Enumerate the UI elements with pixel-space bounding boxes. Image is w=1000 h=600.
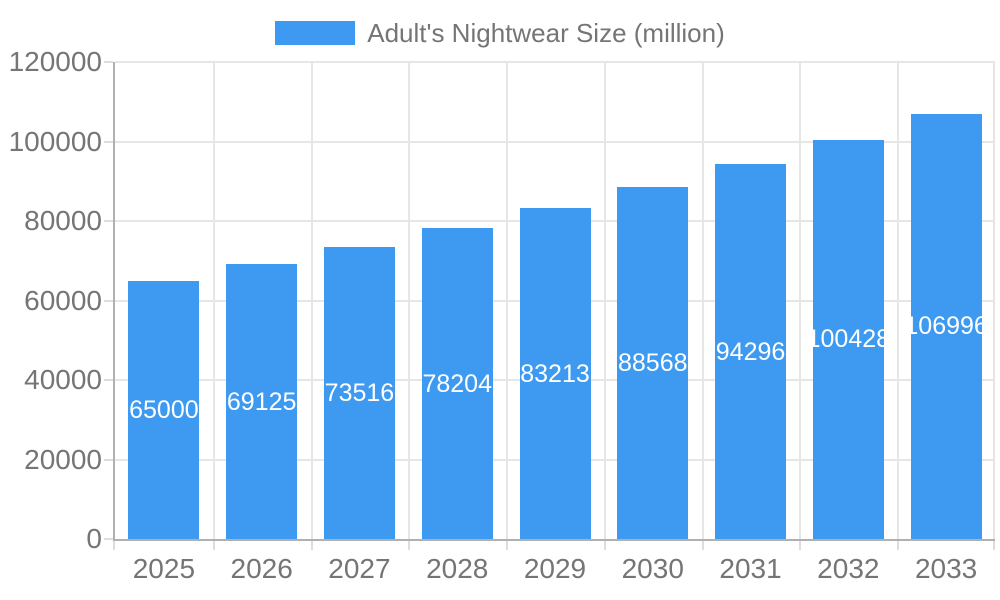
- gridline-vertical: [310, 62, 313, 539]
- gridline-vertical: [897, 62, 900, 539]
- x-axis-tick: [310, 541, 313, 550]
- y-axis-tick-label: 40000: [24, 364, 102, 395]
- y-axis-tick: [104, 220, 113, 222]
- gridline-horizontal: [115, 61, 995, 63]
- x-axis-tick: [113, 541, 115, 550]
- gridline-vertical: [603, 62, 606, 539]
- bar-value-label: 73516: [324, 378, 395, 407]
- x-axis-tick: [603, 541, 606, 550]
- y-axis-tick: [104, 140, 113, 143]
- y-axis-tick: [104, 61, 113, 63]
- gridline-vertical: [701, 62, 704, 539]
- x-axis-tick: [993, 541, 995, 550]
- bar-value-label: 106996: [904, 312, 988, 341]
- gridline-vertical: [993, 62, 995, 539]
- bar-value-label: 100428: [806, 325, 891, 354]
- x-axis-tick-label: 2029: [523, 553, 587, 584]
- plot-area: 0 20000 40000 60000 80000 100000 120000 65000 20…: [9, 48, 995, 584]
- y-axis-tick: [104, 379, 113, 381]
- y-axis-tick-label: 20000: [24, 443, 102, 475]
- y-axis-tick-label: 60000: [24, 284, 102, 316]
- x-axis-tick-label: 2030: [621, 553, 684, 584]
- x-axis-tick: [897, 541, 900, 550]
- gridline-vertical: [212, 62, 215, 539]
- y-axis-tick-label: 80000: [24, 205, 102, 236]
- bar-value-label: 83213: [520, 359, 590, 388]
- bar-value-label: 94296: [715, 337, 786, 366]
- y-axis-tick: [104, 299, 113, 302]
- bar-2028[interactable]: [421, 228, 493, 539]
- bar-value-label: 78204: [422, 369, 492, 398]
- x-axis-tick-label: 2033: [914, 553, 978, 584]
- y-axis-tick-label: 120000: [8, 46, 102, 77]
- gridline-vertical: [408, 62, 411, 539]
- bar-2031[interactable]: [715, 164, 787, 539]
- x-axis-tick: [799, 541, 802, 550]
- x-axis-tick: [212, 541, 215, 550]
- bar-2030[interactable]: [617, 186, 689, 539]
- y-axis-tick: [104, 458, 113, 461]
- bar-value-label: 69125: [226, 387, 297, 416]
- y-axis-tick: [104, 538, 113, 540]
- x-axis-tick-label: 2032: [817, 553, 880, 584]
- y-axis-tick-label: 0: [86, 523, 102, 554]
- x-axis-tick-label: 2025: [132, 553, 196, 584]
- x-axis-tick-label: 2026: [230, 553, 293, 584]
- x-axis-tick: [408, 541, 411, 550]
- bar-2029[interactable]: [519, 208, 591, 539]
- bar-2025[interactable]: [128, 280, 200, 539]
- bar-value-label: 88568: [618, 348, 688, 377]
- legend: Adult's Nightwear Size (million): [0, 17, 1000, 48]
- x-axis-tick: [506, 541, 509, 550]
- bar-2026[interactable]: [226, 264, 298, 539]
- legend-swatch: [275, 21, 356, 45]
- x-axis-tick: [701, 541, 704, 550]
- bar-2027[interactable]: [323, 246, 395, 539]
- x-axis-tick-label: 2027: [328, 553, 391, 584]
- legend-label: Adult's Nightwear Size (million): [367, 17, 725, 48]
- bar-2033[interactable]: [910, 113, 982, 539]
- gridline-vertical: [506, 62, 509, 539]
- x-axis-tick-label: 2028: [426, 553, 489, 584]
- bar-value-label: 65000: [129, 395, 199, 424]
- gridline-vertical: [799, 62, 802, 539]
- x-axis-tick-label: 2031: [719, 553, 782, 584]
- bar-2032[interactable]: [812, 139, 884, 539]
- y-axis-tick-label: 100000: [8, 125, 102, 157]
- gridline-horizontal: [115, 140, 995, 143]
